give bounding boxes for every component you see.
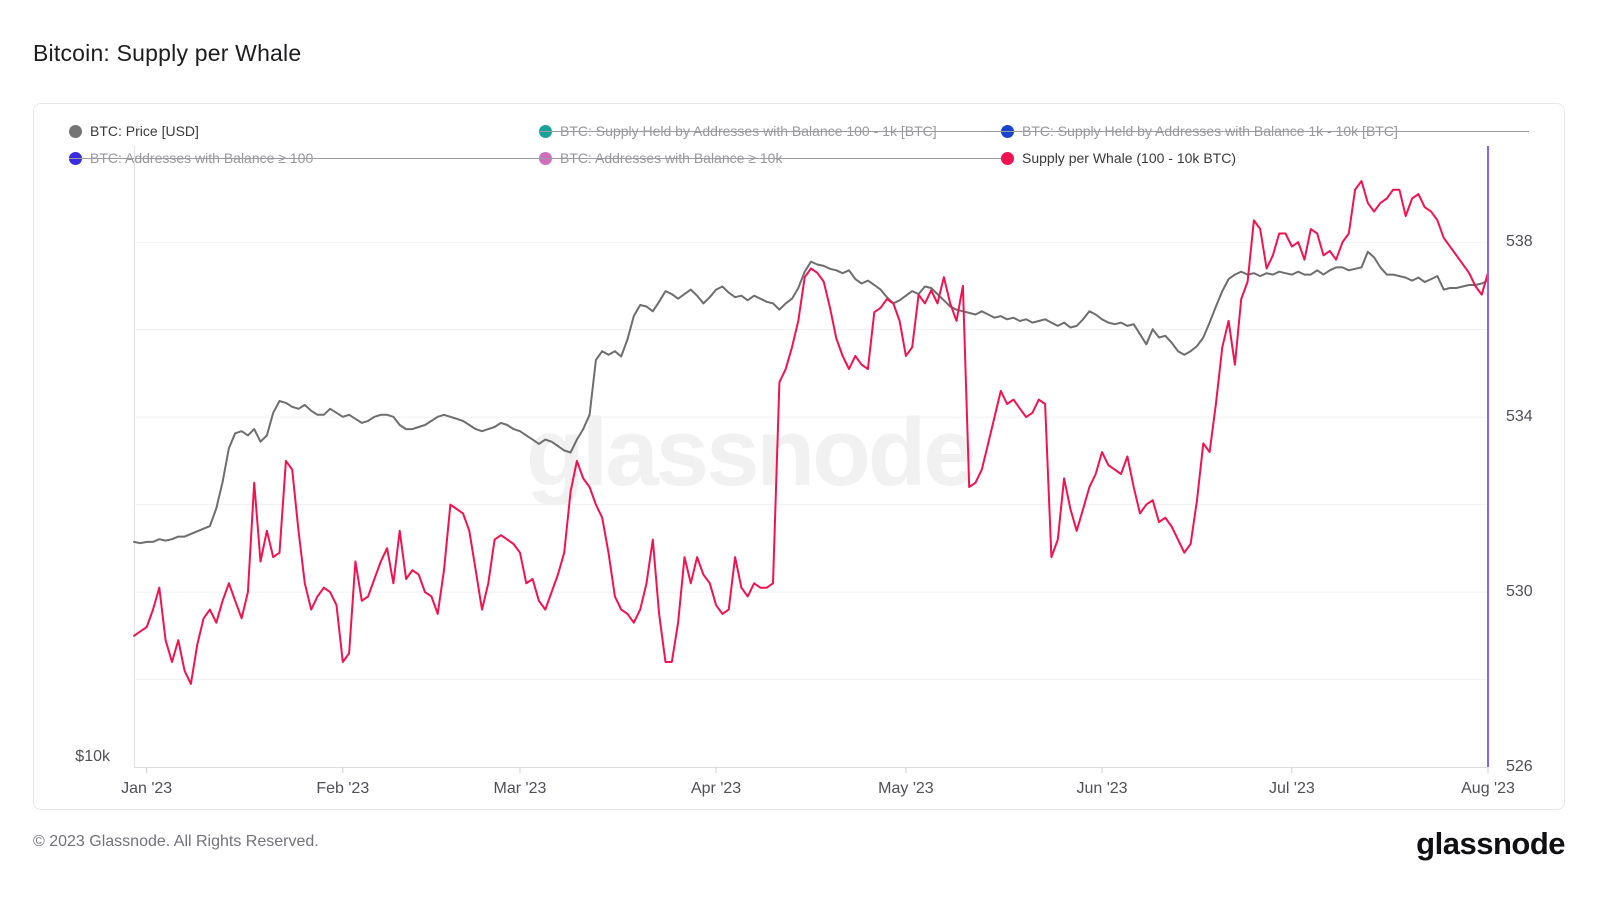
chart-legend: BTC: Price [USD] BTC: Supply Held by Add… <box>69 123 1529 166</box>
x-axis-tick-label: Feb '23 <box>316 780 370 797</box>
series-dot-icon <box>69 124 82 138</box>
legend-item-addresses-gte-100[interactable]: BTC: Addresses with Balance ≥ 100 <box>69 150 539 166</box>
x-axis-tick-label: Jul '23 <box>1268 780 1315 797</box>
x-axis-tick-label: Aug '23 <box>1461 780 1515 797</box>
legend-label: BTC: Price [USD] <box>90 123 199 139</box>
price-axis-label: $10k <box>75 748 110 765</box>
plot-area: glassnode $10k 526 530 534 538 Jan '23 Feb '… <box>75 146 1533 797</box>
legend-item-supply-1k-10k[interactable]: BTC: Supply Held by Addresses with Balan… <box>1001 123 1529 139</box>
legend-item-addresses-gte-10k[interactable]: BTC: Addresses with Balance ≥ 10k <box>539 150 1001 166</box>
x-axis-tick-label: Apr '23 <box>690 780 742 797</box>
glassnode-logo[interactable]: glassnode <box>1416 826 1565 861</box>
series-dot-icon <box>1001 124 1014 138</box>
legend-label: Supply per Whale (100 - 10k BTC) <box>1022 150 1236 166</box>
x-axis-tick-label: Jan '23 <box>121 780 173 797</box>
page-title: Bitcoin: Supply per Whale <box>33 40 302 66</box>
legend-item-supply-per-whale[interactable]: Supply per Whale (100 - 10k BTC) <box>1001 150 1529 166</box>
chart-canvas[interactable] <box>133 146 1489 773</box>
chart-card: BTC: Price [USD] BTC: Supply Held by Add… <box>33 103 1565 810</box>
legend-item-btc-price[interactable]: BTC: Price [USD] <box>69 123 539 139</box>
x-axis-tick-label: Mar '23 <box>493 780 547 797</box>
y-axis-tick-label: 530 <box>1506 583 1533 601</box>
y-axis-tick-label: 538 <box>1506 233 1533 251</box>
y-axis-tick-label: 534 <box>1506 408 1533 426</box>
y-axis-tick-label: 526 <box>1506 758 1533 775</box>
legend-label: BTC: Supply Held by Addresses with Balan… <box>560 123 937 139</box>
series-dot-icon <box>1001 151 1014 165</box>
legend-label: BTC: Supply Held by Addresses with Balan… <box>1022 123 1398 139</box>
series-dot-icon <box>539 124 552 138</box>
x-axis-tick-label: Jun '23 <box>1076 780 1128 797</box>
legend-item-supply-100-1k[interactable]: BTC: Supply Held by Addresses with Balan… <box>539 123 1001 139</box>
footer-copyright: © 2023 Glassnode. All Rights Reserved. <box>33 833 319 850</box>
x-axis-tick-label: May '23 <box>878 780 934 797</box>
series-dot-icon <box>69 151 82 165</box>
